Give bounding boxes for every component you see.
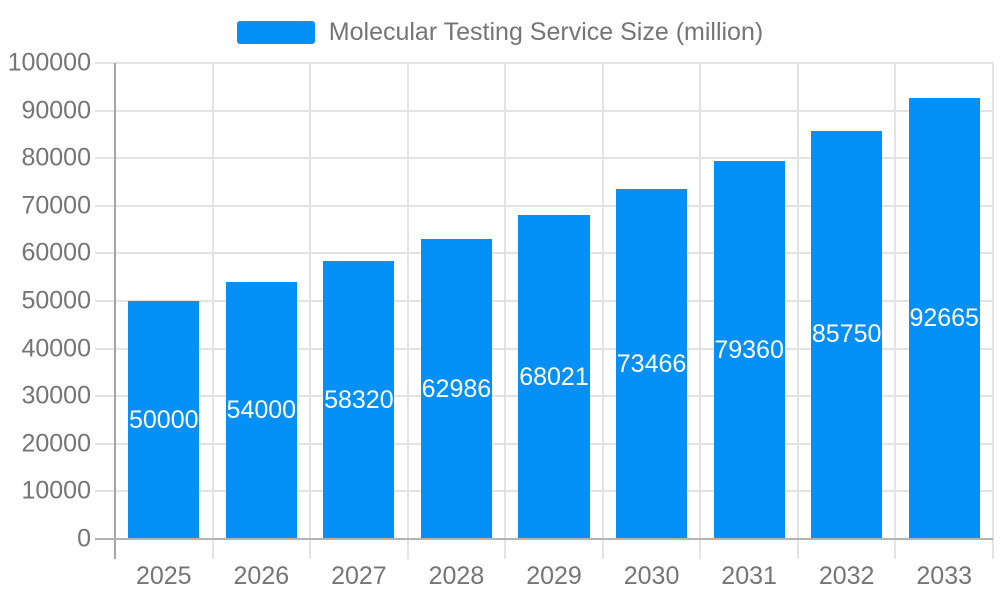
y-tick-label: 50000 — [21, 286, 91, 315]
x-tick-label: 2025 — [135, 562, 192, 590]
bar-2033[interactable]: 92665 — [908, 97, 980, 539]
x-tick-label: 2033 — [916, 562, 973, 590]
x-tick-label: 2030 — [623, 562, 680, 590]
bar-2031[interactable]: 79360 — [713, 161, 785, 539]
legend-item[interactable]: Molecular Testing Service Size (million) — [236, 18, 764, 47]
gridline-vertical — [211, 63, 214, 559]
y-tick-label: 80000 — [21, 143, 91, 172]
bar-value-label: 50000 — [128, 405, 199, 434]
y-tick-label: 0 — [77, 524, 91, 553]
bar-value-label: 62986 — [421, 374, 492, 403]
gridline-vertical — [894, 63, 897, 559]
gridline-horizontal — [95, 204, 993, 207]
x-tick-label: 2028 — [428, 562, 485, 590]
bar-2025[interactable]: 50000 — [128, 301, 200, 539]
legend-swatch-icon — [236, 21, 315, 44]
plot-area: 0 10000 20000 30000 40000 50000 60000 70000 8000… — [8, 49, 994, 590]
y-tick-label: 60000 — [21, 238, 91, 267]
bar-2029[interactable]: 68021 — [518, 215, 590, 539]
bar-value-label: 85750 — [811, 320, 882, 349]
bar-value-label: 54000 — [226, 395, 297, 424]
y-tick-label: 30000 — [21, 381, 91, 410]
bar-2030[interactable]: 73466 — [615, 189, 688, 539]
bar-2027[interactable]: 58320 — [323, 261, 395, 539]
y-tick-label: 40000 — [21, 334, 91, 363]
gridline-vertical — [796, 63, 799, 559]
y-tick-label: 70000 — [21, 191, 91, 220]
y-tick-label: 100000 — [7, 48, 91, 77]
x-tick-label: 2032 — [818, 562, 875, 590]
legend: Molecular Testing Service Size (million) — [0, 18, 1000, 47]
y-tick-label: 90000 — [21, 96, 91, 125]
bar-2032[interactable]: 85750 — [811, 130, 883, 539]
x-axis-line — [95, 538, 993, 540]
x-tick-label: 2031 — [721, 562, 777, 590]
bar-value-label: 79360 — [714, 335, 784, 364]
y-tick-label: 10000 — [21, 476, 91, 505]
bar-value-label: 73466 — [616, 349, 687, 378]
y-axis-line — [114, 63, 116, 559]
x-tick-label: 2029 — [526, 562, 582, 590]
y-axis-labels: 0 10000 20000 30000 40000 50000 60000 70000 8000… — [0, 49, 91, 553]
gridline-vertical — [504, 63, 507, 559]
bar-value-label: 68021 — [519, 362, 589, 391]
bar-value-label: 92665 — [909, 303, 979, 332]
gridline-vertical — [699, 63, 702, 559]
legend-label: Molecular Testing Service Size (million) — [328, 18, 764, 46]
x-tick-label: 2026 — [233, 562, 290, 590]
gridline-vertical — [992, 63, 994, 559]
gridline-vertical — [309, 63, 312, 559]
gridline-horizontal — [95, 62, 993, 64]
x-axis-labels: 2025 2026 2027 2028 2029 2030 2031 2032 2033 — [115, 562, 993, 592]
y-tick-label: 20000 — [21, 429, 91, 458]
bar-2026[interactable]: 54000 — [225, 281, 297, 539]
gridline-horizontal — [95, 157, 993, 160]
bar-value-label: 58320 — [324, 385, 394, 414]
gridline-vertical — [406, 63, 409, 559]
bar-2028[interactable]: 62986 — [420, 239, 493, 539]
x-tick-label: 2027 — [331, 562, 387, 590]
gridline-vertical — [601, 63, 604, 559]
gridline-horizontal — [95, 109, 993, 112]
